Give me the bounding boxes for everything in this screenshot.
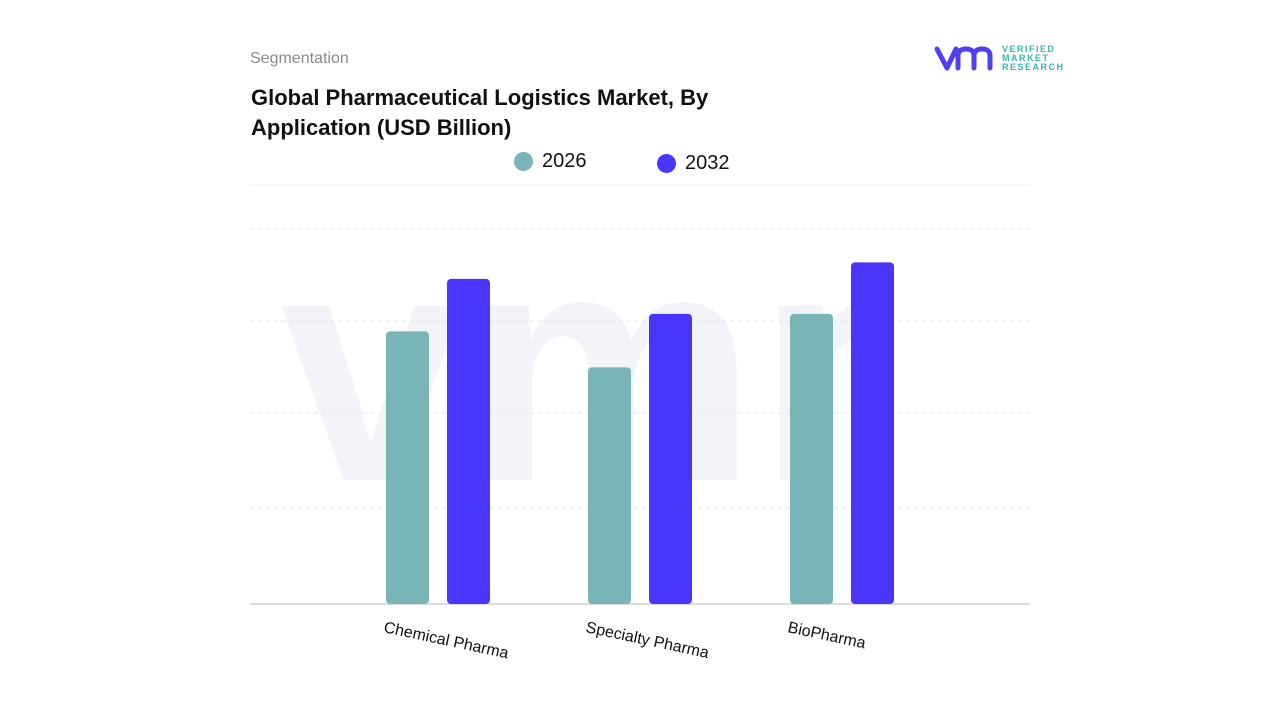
logo-line-3: RESEARCH — [1002, 61, 1065, 72]
legend-swatch-2026 — [514, 152, 533, 171]
bar-2026-chemical-pharma — [386, 331, 429, 604]
chart-title: Global Pharmaceutical Logistics Market, … — [251, 85, 709, 140]
logo-line-1: VERIFIED — [1002, 43, 1056, 54]
legend-item-2026: 2026 — [514, 150, 587, 173]
x-tick-label: BioPharma — [786, 619, 867, 652]
bar-2032-specialty-pharma — [649, 313, 692, 604]
legend-item-2032: 2032 — [657, 152, 730, 175]
bar-2026-specialty-pharma — [588, 367, 631, 604]
x-tick-label: Specialty Pharma — [584, 619, 710, 662]
bar-2032-biopharma — [851, 262, 894, 604]
vmr-logo-mark-icon — [934, 46, 993, 71]
legend-label-2032: 2032 — [685, 152, 730, 174]
vmr-logo: VERIFIED MARKET RESEARCH — [934, 44, 1065, 72]
watermark-logo: vmr — [280, 181, 885, 550]
logo-line-2: MARKET — [1002, 52, 1050, 63]
legend-swatch-2032 — [657, 154, 676, 173]
segment-label: Segmentation — [250, 50, 349, 67]
legend-label-2026: 2026 — [542, 150, 587, 172]
bar-2026-biopharma — [790, 313, 833, 604]
x-tick-label: Chemical Pharma — [382, 619, 510, 662]
bar-2032-chemical-pharma — [447, 278, 490, 604]
